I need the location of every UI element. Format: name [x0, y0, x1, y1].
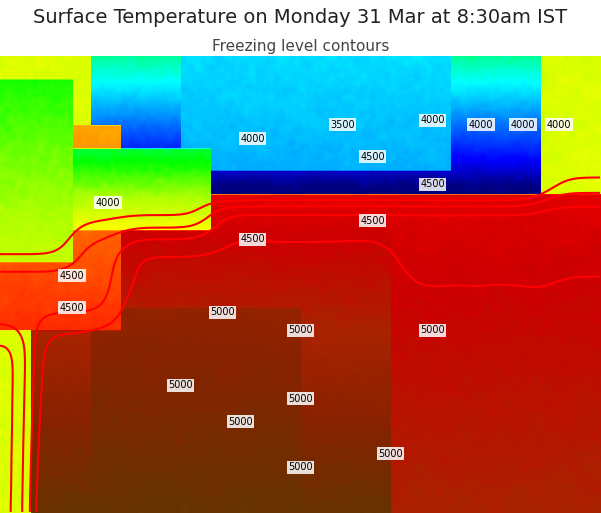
Text: 4000: 4000	[240, 133, 264, 144]
Text: 5000: 5000	[288, 325, 313, 336]
Text: 4500: 4500	[240, 234, 264, 244]
Text: 4500: 4500	[361, 152, 385, 162]
Text: Surface Temperature on Monday 31 Mar at 8:30am IST: Surface Temperature on Monday 31 Mar at …	[34, 8, 567, 27]
Text: 4500: 4500	[60, 303, 84, 312]
Text: 5000: 5000	[379, 449, 403, 459]
Text: 5000: 5000	[228, 417, 252, 427]
Text: 5000: 5000	[288, 394, 313, 404]
Text: 4000: 4000	[469, 120, 493, 130]
Text: 4000: 4000	[421, 115, 445, 125]
Text: 5000: 5000	[421, 325, 445, 336]
Text: 4000: 4000	[511, 120, 535, 130]
Text: 5000: 5000	[210, 307, 234, 317]
Text: Freezing level contours: Freezing level contours	[212, 38, 389, 54]
Text: 4500: 4500	[361, 216, 385, 226]
Text: 5000: 5000	[288, 462, 313, 472]
Text: 4500: 4500	[60, 270, 84, 281]
Text: 5000: 5000	[168, 380, 192, 390]
Text: 4000: 4000	[96, 198, 120, 208]
Text: 4000: 4000	[547, 120, 571, 130]
Text: 3500: 3500	[331, 120, 355, 130]
Text: 4500: 4500	[421, 179, 445, 189]
